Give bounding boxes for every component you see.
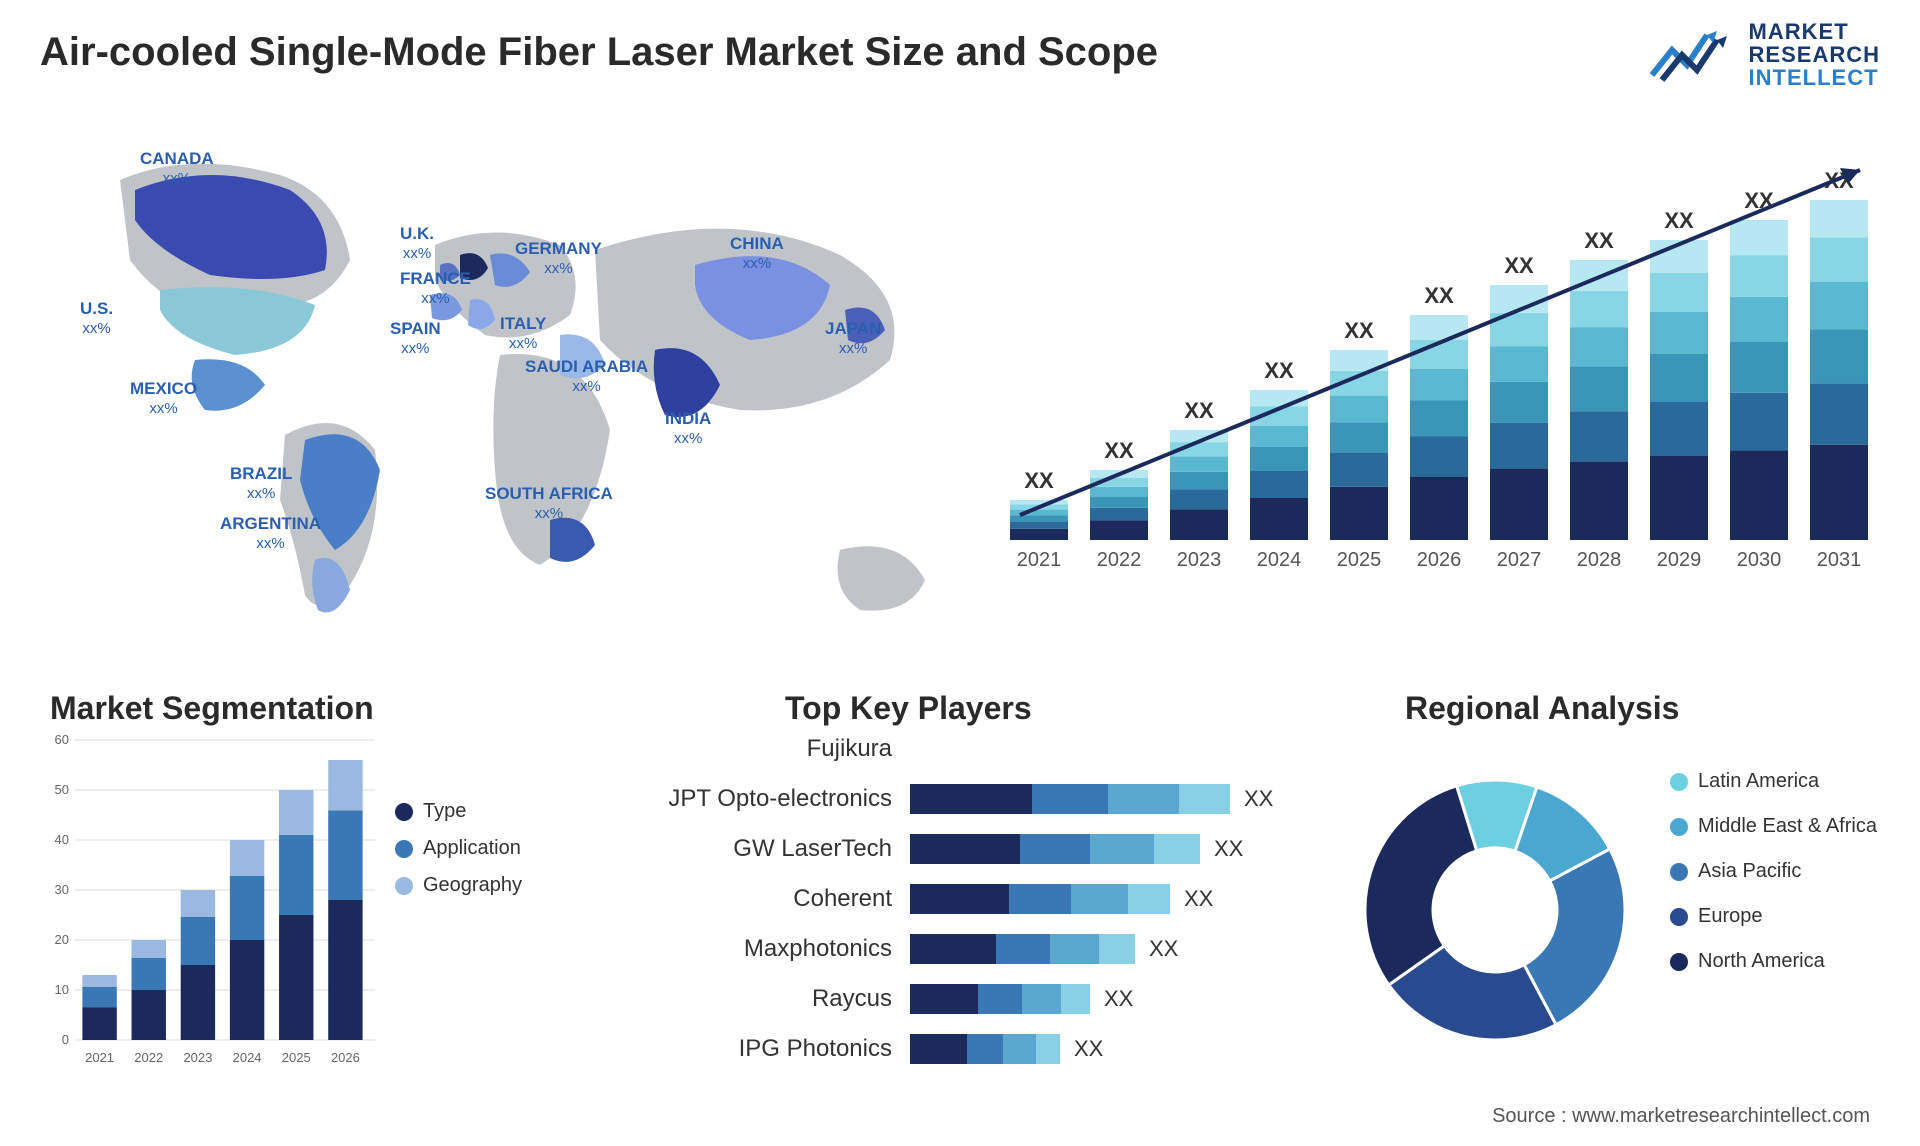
svg-text:XX: XX [1424, 283, 1454, 308]
svg-text:2021: 2021 [85, 1050, 114, 1065]
region-legend-item: Middle East & Africa [1670, 815, 1877, 838]
svg-text:XX: XX [1504, 253, 1534, 278]
svg-text:50: 50 [55, 782, 69, 797]
logo-text-1: MARKET [1749, 20, 1880, 43]
svg-text:XX: XX [1104, 438, 1134, 463]
svg-text:XX: XX [1344, 318, 1374, 343]
map-label-spain: SPAINxx% [390, 320, 441, 357]
seg-legend-geography: Geography [395, 874, 522, 897]
region-legend-item: Asia Pacific [1670, 860, 1877, 883]
regional-title: Regional Analysis [1405, 690, 1679, 727]
svg-text:60: 60 [55, 732, 69, 747]
svg-text:30: 30 [55, 882, 69, 897]
svg-text:2022: 2022 [134, 1050, 163, 1065]
seg-legend-type: Type [395, 800, 522, 823]
map-label-mexico: MEXICOxx% [130, 380, 197, 417]
source-attribution: Source : www.marketresearchintellect.com [1492, 1105, 1870, 1128]
segmentation-title: Market Segmentation [50, 690, 374, 727]
svg-text:2022: 2022 [1097, 549, 1142, 571]
map-label-italy: ITALYxx% [500, 315, 546, 352]
svg-text:2029: 2029 [1657, 549, 1702, 571]
svg-text:XX: XX [1264, 358, 1294, 383]
player-row: IPG PhotonicsXX [640, 1030, 1280, 1068]
player-row: Fujikura [640, 730, 1280, 768]
svg-text:2027: 2027 [1497, 549, 1542, 571]
map-label-argentina: ARGENTINAxx% [220, 515, 321, 552]
svg-text:2025: 2025 [1337, 549, 1382, 571]
logo-text-2: RESEARCH [1749, 43, 1880, 66]
svg-text:0: 0 [62, 1032, 69, 1047]
map-label-uk: U.K.xx% [400, 225, 434, 262]
svg-text:2023: 2023 [1177, 549, 1222, 571]
market-size-chart: XX 2021 XX 2022 XX 2023 XX 2024 XX 2025 XX 2026 XX 20… [990, 140, 1870, 620]
svg-text:10: 10 [55, 982, 69, 997]
svg-text:2026: 2026 [1417, 549, 1462, 571]
map-label-india: INDIAxx% [665, 410, 711, 447]
player-row: GW LaserTechXX [640, 830, 1280, 868]
svg-text:2024: 2024 [1257, 549, 1302, 571]
regional-legend: Latin America Middle East & Africa Asia Pa… [1670, 770, 1877, 995]
region-legend-item: Europe [1670, 905, 1877, 928]
svg-text:2021: 2021 [1017, 549, 1062, 571]
svg-text:2025: 2025 [282, 1050, 311, 1065]
map-label-saudiarabia: SAUDI ARABIAxx% [525, 358, 648, 395]
svg-text:2028: 2028 [1577, 549, 1622, 571]
region-legend-item: North America [1670, 950, 1877, 973]
svg-text:2026: 2026 [331, 1050, 360, 1065]
svg-text:40: 40 [55, 832, 69, 847]
page-title: Air-cooled Single-Mode Fiber Laser Marke… [40, 30, 1158, 75]
map-label-southafrica: SOUTH AFRICAxx% [485, 485, 613, 522]
player-row: MaxphotonicsXX [640, 930, 1280, 968]
key-players-chart: Fujikura JPT Opto-electronicsXX GW LaserTe… [640, 730, 1280, 1080]
map-label-us: U.S.xx% [80, 300, 113, 337]
svg-text:XX: XX [1024, 468, 1054, 493]
segmentation-legend: Type Application Geography [395, 800, 522, 911]
svg-text:2031: 2031 [1817, 549, 1862, 571]
map-label-brazil: BRAZILxx% [230, 465, 292, 502]
logo-text-3: INTELLECT [1749, 66, 1880, 89]
map-label-france: FRANCExx% [400, 270, 471, 307]
logo-icon [1647, 25, 1737, 85]
world-map: CANADAxx% U.S.xx% MEXICOxx% BRAZILxx% ARGENT… [40, 120, 940, 640]
region-legend-item: Latin America [1670, 770, 1877, 793]
svg-text:XX: XX [1664, 208, 1694, 233]
brand-logo: MARKET RESEARCH INTELLECT [1647, 20, 1880, 89]
svg-text:2023: 2023 [183, 1050, 212, 1065]
players-title: Top Key Players [785, 690, 1032, 727]
map-label-germany: GERMANYxx% [515, 240, 602, 277]
player-row: RaycusXX [640, 980, 1280, 1018]
player-row: JPT Opto-electronicsXX [640, 780, 1280, 818]
svg-text:2030: 2030 [1737, 549, 1782, 571]
regional-donut [1345, 760, 1645, 1060]
svg-text:2024: 2024 [233, 1050, 262, 1065]
seg-legend-application: Application [395, 837, 522, 860]
svg-text:XX: XX [1584, 228, 1614, 253]
map-label-japan: JAPANxx% [825, 320, 881, 357]
map-label-china: CHINAxx% [730, 235, 784, 272]
player-row: CoherentXX [640, 880, 1280, 918]
svg-text:20: 20 [55, 932, 69, 947]
map-label-canada: CANADAxx% [140, 150, 214, 187]
svg-text:XX: XX [1184, 398, 1214, 423]
segmentation-chart: 0 10 20 30 40 50 60 2021 2022 2023 2024 2025 2026 [40, 730, 380, 1070]
